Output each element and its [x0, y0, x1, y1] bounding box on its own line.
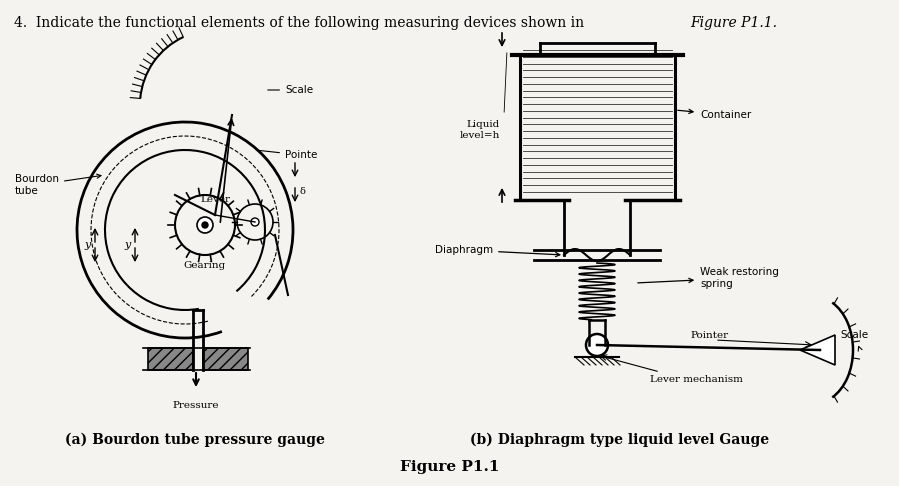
Polygon shape [800, 335, 835, 365]
Bar [203, 348, 248, 370]
Text: Liquid
level=h: Liquid level=h [459, 121, 500, 139]
Text: δ: δ [300, 188, 306, 196]
Text: Pointe: Pointe [258, 150, 317, 160]
Circle shape [251, 218, 259, 226]
Text: y: y [125, 240, 131, 250]
Text: Figure P1.1: Figure P1.1 [400, 460, 500, 474]
Text: Weak restoring
spring: Weak restoring spring [637, 267, 779, 289]
Text: Figure P1.1.: Figure P1.1. [690, 16, 777, 30]
Text: Scale: Scale [840, 330, 868, 351]
Text: 4.  Indicate the functional elements of the following measuring devices shown in: 4. Indicate the functional elements of t… [14, 16, 589, 30]
Text: (a) Bourdon tube pressure gauge: (a) Bourdon tube pressure gauge [65, 433, 325, 447]
Circle shape [586, 334, 608, 356]
Text: Bourdon
tube: Bourdon tube [15, 174, 101, 196]
Text: Lever mechanism: Lever mechanism [650, 376, 743, 384]
Text: Lever: Lever [200, 195, 230, 205]
Text: Pressure: Pressure [173, 400, 219, 410]
Text: y: y [85, 240, 91, 250]
Circle shape [202, 222, 208, 228]
Text: Gearing: Gearing [184, 260, 227, 270]
Circle shape [197, 217, 213, 233]
Text: (b) Diaphragm type liquid level Gauge: (b) Diaphragm type liquid level Gauge [470, 433, 770, 447]
Bar [148, 348, 193, 370]
Text: Pointer: Pointer [690, 330, 728, 340]
Text: Scale: Scale [268, 85, 313, 95]
Text: Container: Container [678, 109, 752, 120]
Text: Diaphragm: Diaphragm [435, 245, 560, 257]
